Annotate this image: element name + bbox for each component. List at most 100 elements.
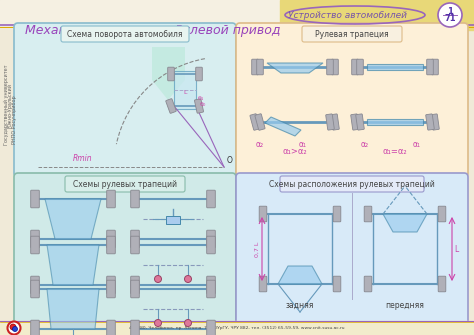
Polygon shape: [367, 119, 423, 125]
Text: 454080, Челябинск, пр. Ленина, 76, ЮУрГУ, ЧРУ 882, тел. (3512) 65-59-59, www.cni: 454080, Челябинск, пр. Ленина, 76, ЮУрГУ…: [129, 326, 345, 330]
Polygon shape: [47, 289, 99, 329]
Text: α₂: α₂: [256, 139, 264, 148]
Bar: [0, 0, 280, 25]
Bar: [174, 71, 196, 109]
Text: Механизмы управления: Механизмы управления: [25, 23, 182, 37]
Text: Rmin: Rmin: [73, 154, 93, 163]
FancyBboxPatch shape: [302, 26, 402, 42]
Text: Схемы расположения рулевых трапеций: Схемы расположения рулевых трапеций: [269, 180, 435, 189]
FancyBboxPatch shape: [255, 114, 265, 130]
FancyBboxPatch shape: [331, 114, 339, 130]
FancyBboxPatch shape: [326, 114, 334, 130]
Circle shape: [184, 275, 191, 282]
Polygon shape: [267, 63, 323, 73]
Bar: [280, 0, 474, 30]
FancyBboxPatch shape: [196, 67, 202, 81]
FancyBboxPatch shape: [332, 59, 338, 75]
FancyBboxPatch shape: [131, 230, 139, 248]
FancyBboxPatch shape: [207, 320, 215, 335]
Circle shape: [438, 3, 462, 27]
FancyBboxPatch shape: [364, 206, 372, 222]
Text: задняя: задняя: [286, 300, 314, 310]
FancyBboxPatch shape: [207, 276, 215, 294]
Bar: [0, 321, 474, 335]
FancyBboxPatch shape: [65, 176, 185, 192]
FancyBboxPatch shape: [432, 59, 438, 75]
FancyBboxPatch shape: [438, 206, 446, 222]
Polygon shape: [265, 117, 301, 136]
FancyBboxPatch shape: [31, 320, 39, 335]
FancyBboxPatch shape: [333, 206, 341, 222]
Polygon shape: [367, 64, 423, 70]
FancyBboxPatch shape: [257, 59, 263, 75]
Circle shape: [155, 275, 162, 282]
FancyBboxPatch shape: [207, 236, 215, 254]
FancyBboxPatch shape: [207, 190, 215, 208]
FancyBboxPatch shape: [438, 276, 446, 292]
FancyBboxPatch shape: [236, 173, 468, 325]
FancyBboxPatch shape: [357, 59, 363, 75]
FancyBboxPatch shape: [431, 114, 439, 130]
FancyBboxPatch shape: [107, 190, 115, 208]
FancyBboxPatch shape: [166, 99, 176, 113]
Circle shape: [12, 327, 18, 332]
FancyBboxPatch shape: [352, 59, 358, 75]
FancyBboxPatch shape: [131, 236, 139, 254]
FancyBboxPatch shape: [107, 320, 115, 335]
Text: Рулевой привод: Рулевой привод: [175, 23, 281, 37]
FancyBboxPatch shape: [61, 26, 189, 42]
Text: 71: 71: [444, 14, 456, 23]
Text: 1: 1: [447, 7, 453, 16]
Text: α₁>α₂: α₁>α₂: [283, 146, 307, 155]
Text: передняя: передняя: [385, 300, 424, 310]
FancyBboxPatch shape: [14, 173, 236, 325]
Text: Устройство автомобилей: Устройство автомобилей: [289, 10, 408, 19]
FancyBboxPatch shape: [364, 276, 372, 292]
FancyBboxPatch shape: [14, 23, 236, 177]
FancyBboxPatch shape: [31, 190, 39, 208]
Bar: [166, 216, 180, 224]
FancyBboxPatch shape: [31, 230, 39, 248]
FancyBboxPatch shape: [131, 276, 139, 294]
FancyBboxPatch shape: [351, 114, 359, 130]
Polygon shape: [45, 199, 101, 239]
Text: α₁: α₁: [299, 139, 307, 148]
FancyBboxPatch shape: [250, 114, 260, 130]
FancyBboxPatch shape: [107, 230, 115, 248]
Circle shape: [184, 320, 191, 327]
FancyBboxPatch shape: [259, 206, 267, 222]
FancyBboxPatch shape: [131, 190, 139, 208]
FancyBboxPatch shape: [107, 280, 115, 298]
Polygon shape: [383, 214, 427, 232]
FancyBboxPatch shape: [333, 276, 341, 292]
Text: L: L: [454, 245, 458, 254]
Text: θ₀: θ₀: [200, 102, 206, 107]
Polygon shape: [278, 266, 322, 284]
Text: РНПО Росучприбор: РНПО Росучприбор: [11, 96, 17, 144]
FancyBboxPatch shape: [259, 276, 267, 292]
FancyBboxPatch shape: [327, 59, 333, 75]
Text: Схема поворота автомобиля: Схема поворота автомобиля: [67, 29, 183, 39]
Text: Южно-Уральский: Южно-Уральский: [8, 82, 13, 128]
FancyBboxPatch shape: [426, 114, 434, 130]
FancyBboxPatch shape: [207, 230, 215, 248]
FancyBboxPatch shape: [427, 59, 433, 75]
FancyBboxPatch shape: [168, 67, 174, 81]
Text: α₁=α₂: α₁=α₂: [383, 146, 407, 155]
Circle shape: [155, 320, 162, 327]
Text: α₁: α₁: [413, 139, 421, 148]
FancyBboxPatch shape: [107, 236, 115, 254]
Circle shape: [8, 322, 20, 335]
FancyBboxPatch shape: [131, 320, 139, 335]
FancyBboxPatch shape: [31, 236, 39, 254]
FancyBboxPatch shape: [236, 23, 468, 177]
FancyBboxPatch shape: [131, 280, 139, 298]
Circle shape: [10, 324, 16, 330]
Text: L: L: [183, 90, 186, 95]
FancyBboxPatch shape: [107, 276, 115, 294]
Text: 0,7 L: 0,7 L: [255, 241, 260, 257]
FancyBboxPatch shape: [31, 280, 39, 298]
Text: Рулевая трапеция: Рулевая трапеция: [315, 29, 389, 39]
FancyBboxPatch shape: [252, 59, 258, 75]
Text: Государственный университет: Государственный университет: [3, 65, 9, 145]
